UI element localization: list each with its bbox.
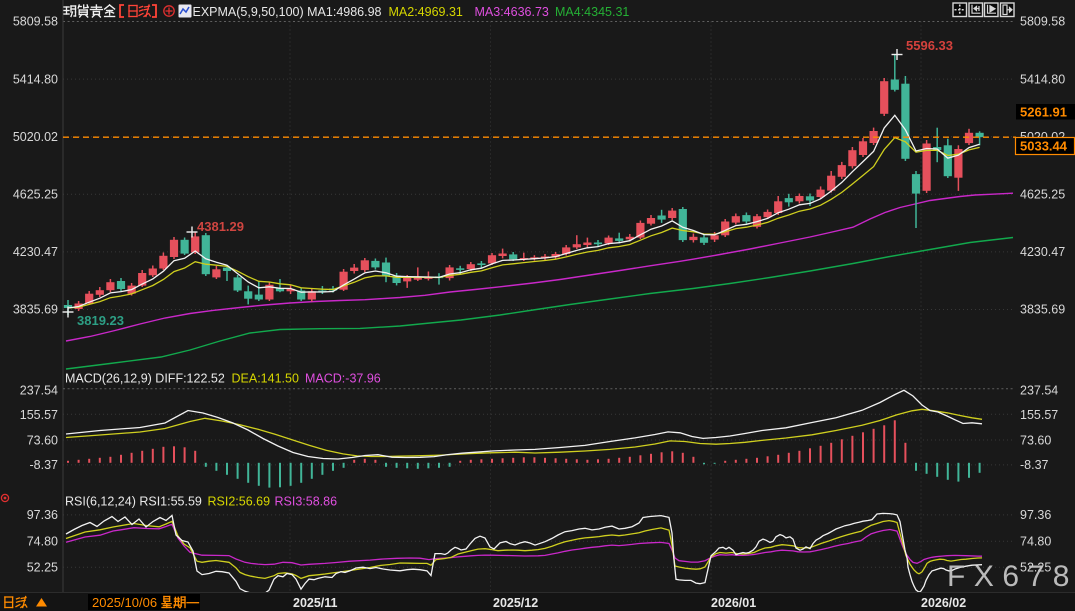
svg-text:5020.02: 5020.02: [13, 130, 58, 144]
svg-text:MA2:4969.31: MA2:4969.31: [389, 5, 463, 19]
svg-text:4230.47: 4230.47: [13, 245, 58, 259]
svg-text:DEA:141.50: DEA:141.50: [232, 372, 299, 386]
svg-text:5261.91: 5261.91: [1020, 105, 1067, 120]
svg-text:73.60: 73.60: [1020, 434, 1051, 448]
svg-text:FX678: FX678: [947, 560, 1075, 593]
svg-text:2025/10/06: 2025/10/06: [92, 595, 157, 610]
svg-text:MA3:4636.73: MA3:4636.73: [475, 5, 549, 19]
svg-text:RSI2:56.69: RSI2:56.69: [208, 495, 271, 509]
svg-text:155.57: 155.57: [20, 408, 58, 422]
svg-text:74.80: 74.80: [27, 534, 58, 548]
svg-text:5596.33: 5596.33: [906, 38, 953, 53]
svg-text:155.57: 155.57: [1020, 408, 1058, 422]
svg-text:MA4:4345.31: MA4:4345.31: [555, 5, 629, 19]
svg-text:5033.44: 5033.44: [1020, 139, 1068, 154]
svg-text:237.54: 237.54: [20, 384, 58, 398]
svg-text:2026/01: 2026/01: [711, 596, 756, 610]
svg-text:MACD:-37.96: MACD:-37.96: [305, 372, 381, 386]
svg-text:74.80: 74.80: [1020, 534, 1051, 548]
svg-text:3835.69: 3835.69: [13, 303, 58, 317]
svg-text:52.25: 52.25: [27, 560, 58, 574]
svg-text:5414.80: 5414.80: [1020, 72, 1065, 86]
svg-text:-8.37: -8.37: [1020, 458, 1049, 472]
svg-text:4230.47: 4230.47: [1020, 245, 1065, 259]
svg-text:4381.29: 4381.29: [197, 219, 244, 234]
svg-text:2026/02: 2026/02: [921, 596, 966, 610]
svg-text:97.36: 97.36: [27, 508, 58, 522]
svg-text:73.60: 73.60: [27, 434, 58, 448]
svg-text:4625.25: 4625.25: [13, 188, 58, 202]
svg-text:2025/12: 2025/12: [493, 596, 538, 610]
svg-text:-8.37: -8.37: [30, 458, 59, 472]
svg-text:97.36: 97.36: [1020, 508, 1051, 522]
svg-text:RSI(6,12,24) RSI1:55.59: RSI(6,12,24) RSI1:55.59: [65, 495, 202, 509]
svg-text:EXPMA(5,9,50,100) MA1:4986.98: EXPMA(5,9,50,100) MA1:4986.98: [193, 5, 382, 19]
svg-text:52.25: 52.25: [1020, 560, 1051, 574]
svg-text:3835.69: 3835.69: [1020, 303, 1065, 317]
svg-text:5809.58: 5809.58: [13, 15, 58, 29]
svg-text:RSI3:58.86: RSI3:58.86: [275, 495, 338, 509]
svg-text:MACD(26,12,9) DIFF:122.52: MACD(26,12,9) DIFF:122.52: [65, 372, 225, 386]
svg-text:5414.80: 5414.80: [13, 72, 58, 86]
svg-text:4625.25: 4625.25: [1020, 188, 1065, 202]
svg-text:3819.23: 3819.23: [77, 313, 124, 328]
svg-text:237.54: 237.54: [1020, 384, 1058, 398]
svg-text:5809.58: 5809.58: [1020, 15, 1065, 29]
svg-text:2025/11: 2025/11: [293, 596, 338, 610]
